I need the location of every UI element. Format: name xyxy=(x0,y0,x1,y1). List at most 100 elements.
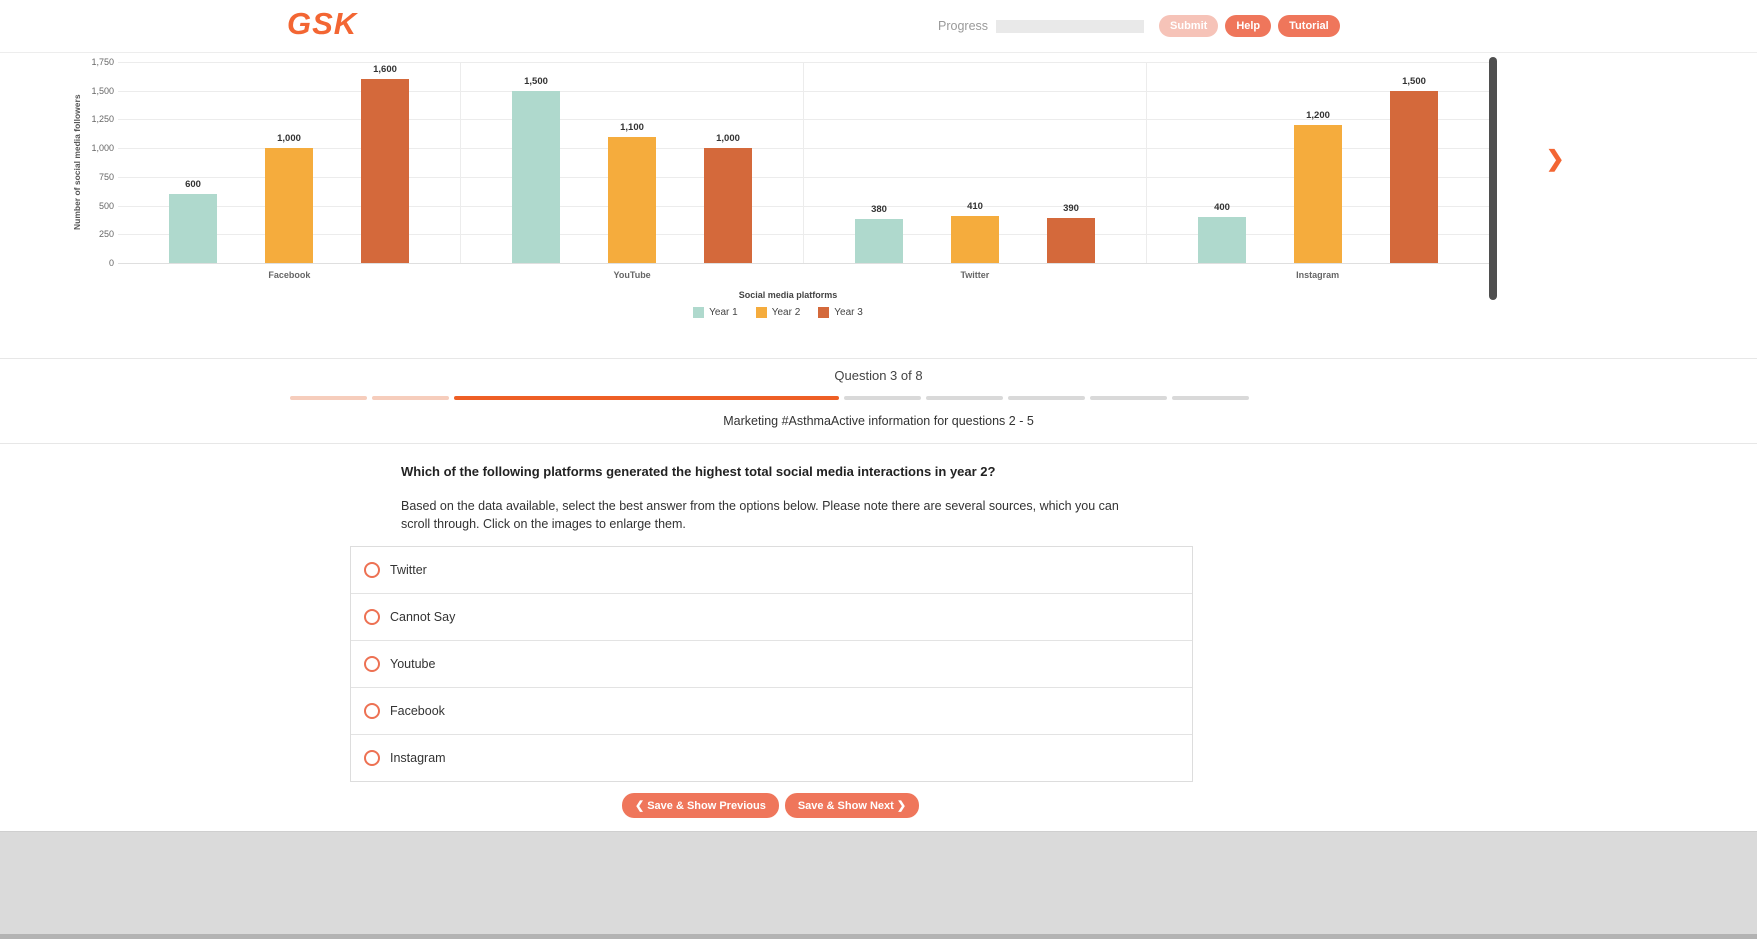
radio-button[interactable] xyxy=(364,562,380,578)
chart-legend: Year 1 Year 2 Year 3 xyxy=(118,307,1438,318)
x-tick-label: Facebook xyxy=(268,270,311,280)
y-tick-label: 1,250 xyxy=(91,114,114,125)
x-axis-title: Social media platforms xyxy=(738,290,838,300)
bar-value-label: 600 xyxy=(185,179,201,191)
option-row[interactable]: Twitter xyxy=(351,547,1192,593)
x-tick-label: YouTube xyxy=(613,270,651,280)
progress-label: Progress xyxy=(938,19,989,33)
gsk-logo: GSK xyxy=(287,6,358,41)
bar-value-label: 400 xyxy=(1214,202,1230,214)
bar-group: 400 1,200 1,500 xyxy=(1146,62,1489,263)
header: GSK Progress Submit Help Tutorial xyxy=(0,0,1757,53)
progress-segment-active xyxy=(454,396,839,400)
question-progress-segments xyxy=(290,396,1250,400)
submit-button[interactable]: Submit xyxy=(1159,15,1219,37)
progress-segment-todo xyxy=(1008,396,1085,400)
y-tick-label: 250 xyxy=(98,229,114,240)
progress-segment-todo xyxy=(844,396,921,400)
bar-value-label: 1,100 xyxy=(620,121,644,133)
question-instructions: Based on the data available, select the … xyxy=(401,499,1119,532)
progress-segment-todo xyxy=(1090,396,1167,400)
bar: 1,500 xyxy=(512,76,560,263)
y-tick-label: 1,750 xyxy=(91,57,114,67)
save-show-next-button[interactable]: Save & Show Next ❯ xyxy=(784,793,920,818)
carousel-next-icon[interactable]: ❯ xyxy=(1546,146,1565,171)
bar-group: 380 410 390 xyxy=(803,62,1146,263)
x-tick-label: Instagram xyxy=(1296,270,1340,280)
progress-segment-done xyxy=(290,396,367,400)
progress-bar xyxy=(996,19,1145,33)
radio-button[interactable] xyxy=(364,656,380,672)
y-tick-label: 750 xyxy=(98,171,114,182)
bar-group: 600 1,000 1,600 xyxy=(118,62,460,263)
option-row[interactable]: Facebook xyxy=(351,687,1192,734)
footer-edge xyxy=(0,934,1757,939)
bar-value-label: 1,600 xyxy=(373,64,397,76)
bar: 1,000 xyxy=(704,133,752,263)
option-row[interactable]: Instagram xyxy=(351,734,1192,781)
bar: 1,100 xyxy=(608,122,656,263)
legend-swatch xyxy=(818,307,830,318)
bar: 390 xyxy=(1047,203,1095,263)
bar: 410 xyxy=(951,201,999,263)
radio-button[interactable] xyxy=(364,609,380,625)
progress-segment-todo xyxy=(1172,396,1249,400)
bar: 1,600 xyxy=(361,64,409,263)
vertical-scrollbar-thumb[interactable] xyxy=(1489,57,1497,300)
bar-groups: 600 1,000 1,600 1,500 1,100 1,000 380 410 390 400… xyxy=(118,62,1489,263)
option-label: Instagram xyxy=(390,751,446,765)
radio-button[interactable] xyxy=(364,750,380,766)
legend-label: Year 1 xyxy=(709,307,738,318)
help-button[interactable]: Help xyxy=(1225,15,1272,37)
gridline xyxy=(118,263,1489,264)
legend-item: Year 1 xyxy=(693,307,738,318)
y-tick-label: 1,000 xyxy=(91,143,114,154)
legend-label: Year 2 xyxy=(771,307,801,318)
save-navigation-buttons: ❮ Save & Show Previous Save & Show Next … xyxy=(0,793,1541,818)
question-counter: Question 3 of 8 xyxy=(834,368,923,383)
legend-swatch xyxy=(755,307,767,318)
bar-chart-plot: 600 1,000 1,600 1,500 1,100 1,000 380 410 390 400… xyxy=(118,62,1489,264)
bar-value-label: 1,500 xyxy=(524,75,548,87)
bar-group: 1,500 1,100 1,000 xyxy=(460,62,803,263)
option-label: Facebook xyxy=(390,704,445,718)
x-tick-label: Twitter xyxy=(960,270,990,280)
question-block: Which of the following platforms generat… xyxy=(401,464,1191,533)
option-row[interactable]: Cannot Say xyxy=(351,593,1192,640)
bar-value-label: 410 xyxy=(967,200,983,212)
legend-label: Year 3 xyxy=(834,307,863,318)
save-show-previous-button[interactable]: ❮ Save & Show Previous xyxy=(621,793,779,818)
bar-value-label: 380 xyxy=(871,204,887,216)
source-chart-panel: Number of social media followers 1,750 1,… xyxy=(0,52,1757,346)
option-row[interactable]: Youtube xyxy=(351,640,1192,687)
option-label: Twitter xyxy=(390,563,427,577)
y-tick-label: 0 xyxy=(108,258,114,268)
bar: 1,200 xyxy=(1294,110,1342,263)
bar-value-label: 1,200 xyxy=(1306,110,1330,122)
radio-button[interactable] xyxy=(364,703,380,719)
bar-value-label: 1,000 xyxy=(716,133,740,145)
bar-value-label: 1,500 xyxy=(1402,75,1426,87)
tutorial-button[interactable]: Tutorial xyxy=(1278,15,1340,37)
options-list: Twitter Cannot Say Youtube Facebook Instagra… xyxy=(350,546,1193,782)
legend-item: Year 2 xyxy=(755,307,801,318)
bar: 400 xyxy=(1198,202,1246,263)
bar: 1,000 xyxy=(265,133,313,263)
y-axis-ticks: 1,750 1,500 1,250 1,000 750 500 250 0 xyxy=(84,57,114,268)
option-label: Youtube xyxy=(390,657,436,671)
bar-value-label: 1,000 xyxy=(277,133,301,145)
option-label: Cannot Say xyxy=(390,610,456,624)
bar: 600 xyxy=(169,179,217,263)
legend-swatch xyxy=(693,307,705,318)
x-axis-category-labels: Facebook YouTube Twitter Instagram xyxy=(118,270,1489,280)
section-subtitle: Marketing #AsthmaActive information for … xyxy=(723,414,1034,428)
page-footer xyxy=(0,831,1757,939)
bar: 380 xyxy=(855,204,903,263)
bar-value-label: 390 xyxy=(1063,203,1079,215)
bar: 1,500 xyxy=(1390,76,1438,263)
y-tick-label: 500 xyxy=(98,200,114,211)
legend-item: Year 3 xyxy=(818,307,863,318)
question-nav-band: Question 3 of 8 Marketing #AsthmaActive … xyxy=(0,358,1757,444)
header-controls: Progress Submit Help Tutorial xyxy=(938,0,1340,52)
progress-segment-done xyxy=(372,396,449,400)
